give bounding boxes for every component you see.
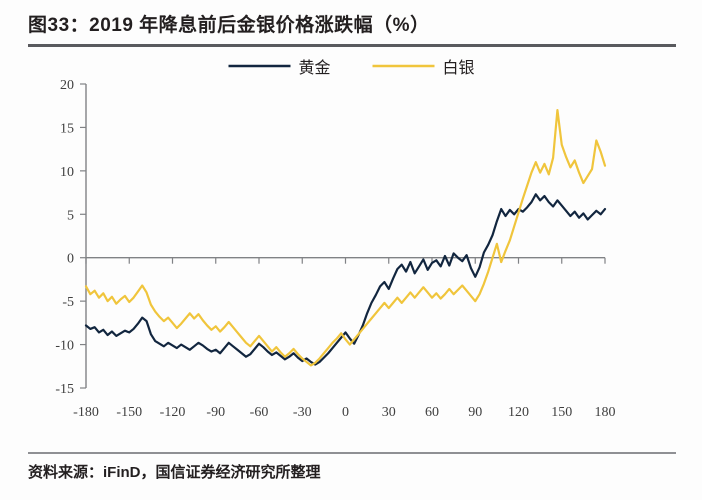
x-tick-label: 0 bbox=[342, 405, 349, 420]
y-tick-label: 0 bbox=[67, 252, 74, 267]
legend-label: 黄金 bbox=[299, 59, 331, 77]
y-tick-label: 15 bbox=[60, 121, 74, 136]
y-tick-label: -5 bbox=[62, 295, 74, 310]
x-tick-label: -60 bbox=[250, 405, 269, 420]
x-tick-label: 180 bbox=[595, 405, 616, 420]
source-note: 资料来源：iFinD，国信证券经济研究所整理 bbox=[28, 464, 321, 481]
legend-label: 白银 bbox=[443, 59, 475, 77]
page-title: 图33：2019 年降息前后金银价格涨跌幅（%） bbox=[28, 15, 430, 36]
x-tick-label: -30 bbox=[293, 405, 312, 420]
x-tick-label: -120 bbox=[160, 405, 186, 420]
title-divider bbox=[28, 44, 676, 47]
x-tick-label: 30 bbox=[382, 405, 396, 420]
y-tick-label: 5 bbox=[67, 208, 74, 223]
x-tick-label: 60 bbox=[425, 405, 439, 420]
y-tick-label: 10 bbox=[60, 165, 74, 180]
y-tick-label: -10 bbox=[55, 339, 74, 354]
x-tick-label: -150 bbox=[116, 405, 142, 420]
chart-canvas: -15 -10 -5 0 5 10 15 20 -180 -150 -120 -90 -60 -30 0 30… bbox=[55, 59, 616, 420]
x-tick-label: 120 bbox=[508, 405, 529, 420]
x-tick-label: -180 bbox=[73, 405, 99, 420]
series-line-silver bbox=[84, 108, 607, 367]
footer-divider bbox=[28, 452, 676, 454]
y-tick-label: 20 bbox=[60, 78, 74, 93]
line-chart: -15 -10 -5 0 5 10 15 20 -180 -150 -120 -90 -60 -30 0 30… bbox=[0, 52, 702, 448]
x-tick-label: 90 bbox=[468, 405, 482, 420]
y-tick-label: -15 bbox=[55, 382, 74, 397]
x-tick-label: 150 bbox=[551, 405, 572, 420]
x-tick-label: -90 bbox=[206, 405, 225, 420]
